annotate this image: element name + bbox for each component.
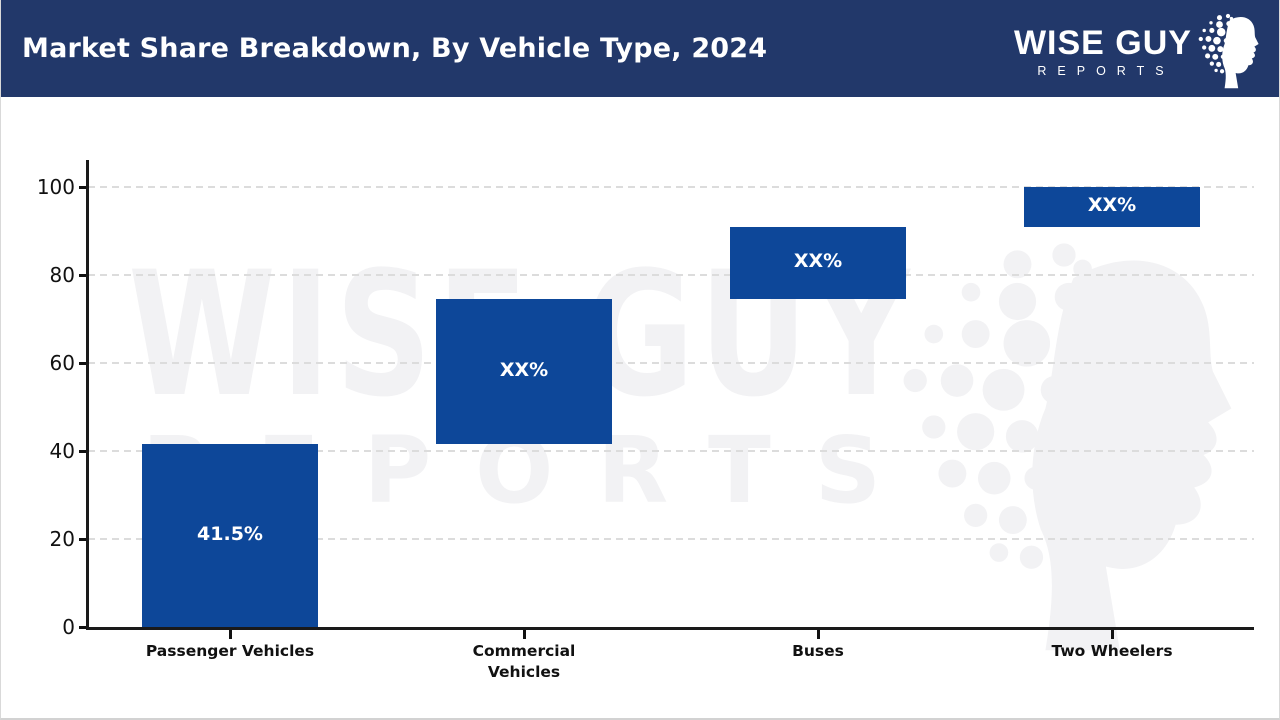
y-tick-label: 80 <box>49 263 75 287</box>
x-tick-mark <box>817 630 820 639</box>
x-category-label-line: Vehicles <box>487 663 561 681</box>
y-gridline <box>88 538 1254 540</box>
y-tick-mark <box>79 362 88 365</box>
y-gridline <box>88 450 1254 452</box>
y-axis-line <box>86 160 89 630</box>
wiseguy-head-icon <box>1198 13 1259 89</box>
bar-segment <box>1024 187 1200 227</box>
watermark-head-icon <box>903 243 1232 651</box>
y-tick-mark <box>79 274 88 277</box>
page-title: Market Share Breakdown, By Vehicle Type,… <box>22 33 768 64</box>
logo-wordmark: WISE GUY <box>1013 24 1192 62</box>
header-bar: Market Share Breakdown, By Vehicle Type,… <box>0 0 1280 97</box>
x-category-label-line: Passenger Vehicles <box>145 642 315 660</box>
y-gridline <box>88 362 1254 364</box>
logo-text-block: WISE GUY REPORTS <box>1014 26 1192 78</box>
x-category-label: Commercial Vehicles <box>414 641 634 683</box>
y-tick-mark <box>79 450 88 453</box>
x-category-label: Buses <box>708 641 928 662</box>
x-axis-line <box>86 627 1254 630</box>
y-tick-label: 60 <box>49 351 75 375</box>
x-category-label: Two Wheelers <box>1002 641 1222 662</box>
bar-value-label: 41.5% <box>197 522 263 545</box>
y-tick-label: 20 <box>49 527 75 551</box>
x-category-label-line: Commercial <box>472 642 576 660</box>
y-tick-mark <box>79 626 88 629</box>
bar-segment <box>142 444 318 627</box>
bar-segment <box>730 226 906 300</box>
y-gridline <box>88 274 1254 276</box>
x-category-label-line: Two Wheelers <box>1051 642 1173 660</box>
y-tick-mark <box>79 538 88 541</box>
y-tick-mark <box>79 186 88 189</box>
x-tick-mark <box>523 630 526 639</box>
y-gridline <box>88 186 1254 188</box>
y-tick-label: 40 <box>49 439 75 463</box>
x-category-label: Passenger Vehicles <box>120 641 340 662</box>
x-tick-mark <box>229 630 232 639</box>
bar-value-label: XX% <box>793 249 843 272</box>
bar-value-label: XX% <box>499 358 549 381</box>
wiseguy-logo: WISE GUY REPORTS <box>1014 7 1262 93</box>
y-tick-label: 100 <box>36 175 75 199</box>
bar-value-label: XX% <box>1087 193 1137 216</box>
bar-segment <box>436 299 612 445</box>
y-tick-label: 0 <box>62 615 75 639</box>
x-tick-mark <box>1111 630 1114 639</box>
logo-subtext: REPORTS <box>1037 64 1175 78</box>
x-category-label-line: Buses <box>792 642 844 660</box>
